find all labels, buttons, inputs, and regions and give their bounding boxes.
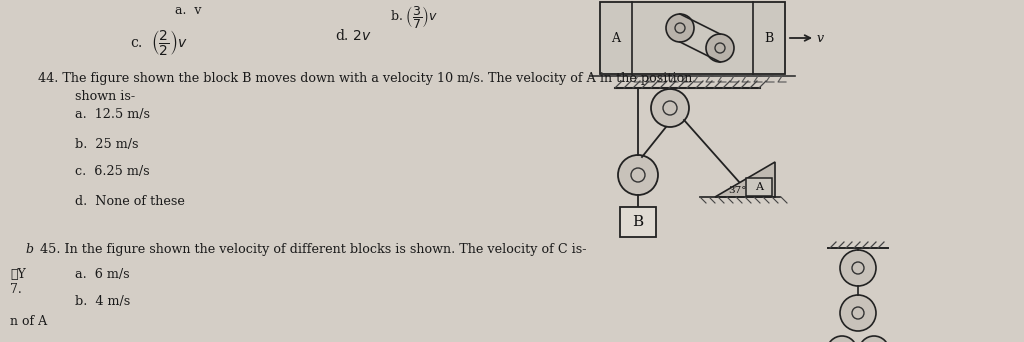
- Text: B: B: [764, 31, 773, 44]
- Circle shape: [840, 250, 876, 286]
- Text: n of A: n of A: [10, 315, 47, 328]
- Text: 45. In the figure shown the velocity of different blocks is shown. The velocity : 45. In the figure shown the velocity of …: [40, 243, 587, 256]
- Circle shape: [715, 43, 725, 53]
- Circle shape: [859, 336, 889, 342]
- Bar: [746, 178, 772, 196]
- Text: shown is-: shown is-: [75, 90, 135, 103]
- Circle shape: [675, 23, 685, 33]
- Text: B: B: [633, 215, 643, 229]
- Text: d. $2v$: d. $2v$: [335, 28, 372, 43]
- Circle shape: [840, 295, 876, 331]
- Circle shape: [827, 336, 857, 342]
- Circle shape: [631, 168, 645, 182]
- Text: 7.: 7.: [10, 283, 22, 296]
- Polygon shape: [715, 162, 775, 197]
- Text: c.  $\left(\dfrac{2}{2}\right)v$: c. $\left(\dfrac{2}{2}\right)v$: [130, 28, 187, 57]
- Text: 44. The figure shown the block B moves down with a velocity 10 m/s. The velocity: 44. The figure shown the block B moves d…: [38, 72, 692, 85]
- Text: a.  v: a. v: [175, 4, 202, 17]
- Text: d.  None of these: d. None of these: [75, 195, 185, 208]
- Text: a.  12.5 m/s: a. 12.5 m/s: [75, 108, 150, 121]
- Text: b: b: [25, 243, 33, 256]
- Text: ✓Y: ✓Y: [10, 268, 26, 281]
- Circle shape: [706, 34, 734, 62]
- Text: A: A: [755, 182, 763, 192]
- Text: A: A: [611, 31, 621, 44]
- Circle shape: [618, 155, 658, 195]
- Bar: [620, 207, 656, 237]
- Circle shape: [663, 101, 677, 115]
- Circle shape: [666, 14, 694, 42]
- Text: v: v: [817, 31, 824, 44]
- Text: 37°: 37°: [728, 186, 746, 195]
- Circle shape: [852, 307, 864, 319]
- Text: b. $\left(\dfrac{3}{7}\right)v$: b. $\left(\dfrac{3}{7}\right)v$: [390, 4, 438, 30]
- Circle shape: [852, 262, 864, 274]
- Text: a.  6 m/s: a. 6 m/s: [75, 268, 130, 281]
- Text: b.  25 m/s: b. 25 m/s: [75, 138, 138, 151]
- Bar: [600, 2, 785, 74]
- Text: c.  6.25 m/s: c. 6.25 m/s: [75, 165, 150, 178]
- Circle shape: [651, 89, 689, 127]
- Text: b.  4 m/s: b. 4 m/s: [75, 295, 130, 308]
